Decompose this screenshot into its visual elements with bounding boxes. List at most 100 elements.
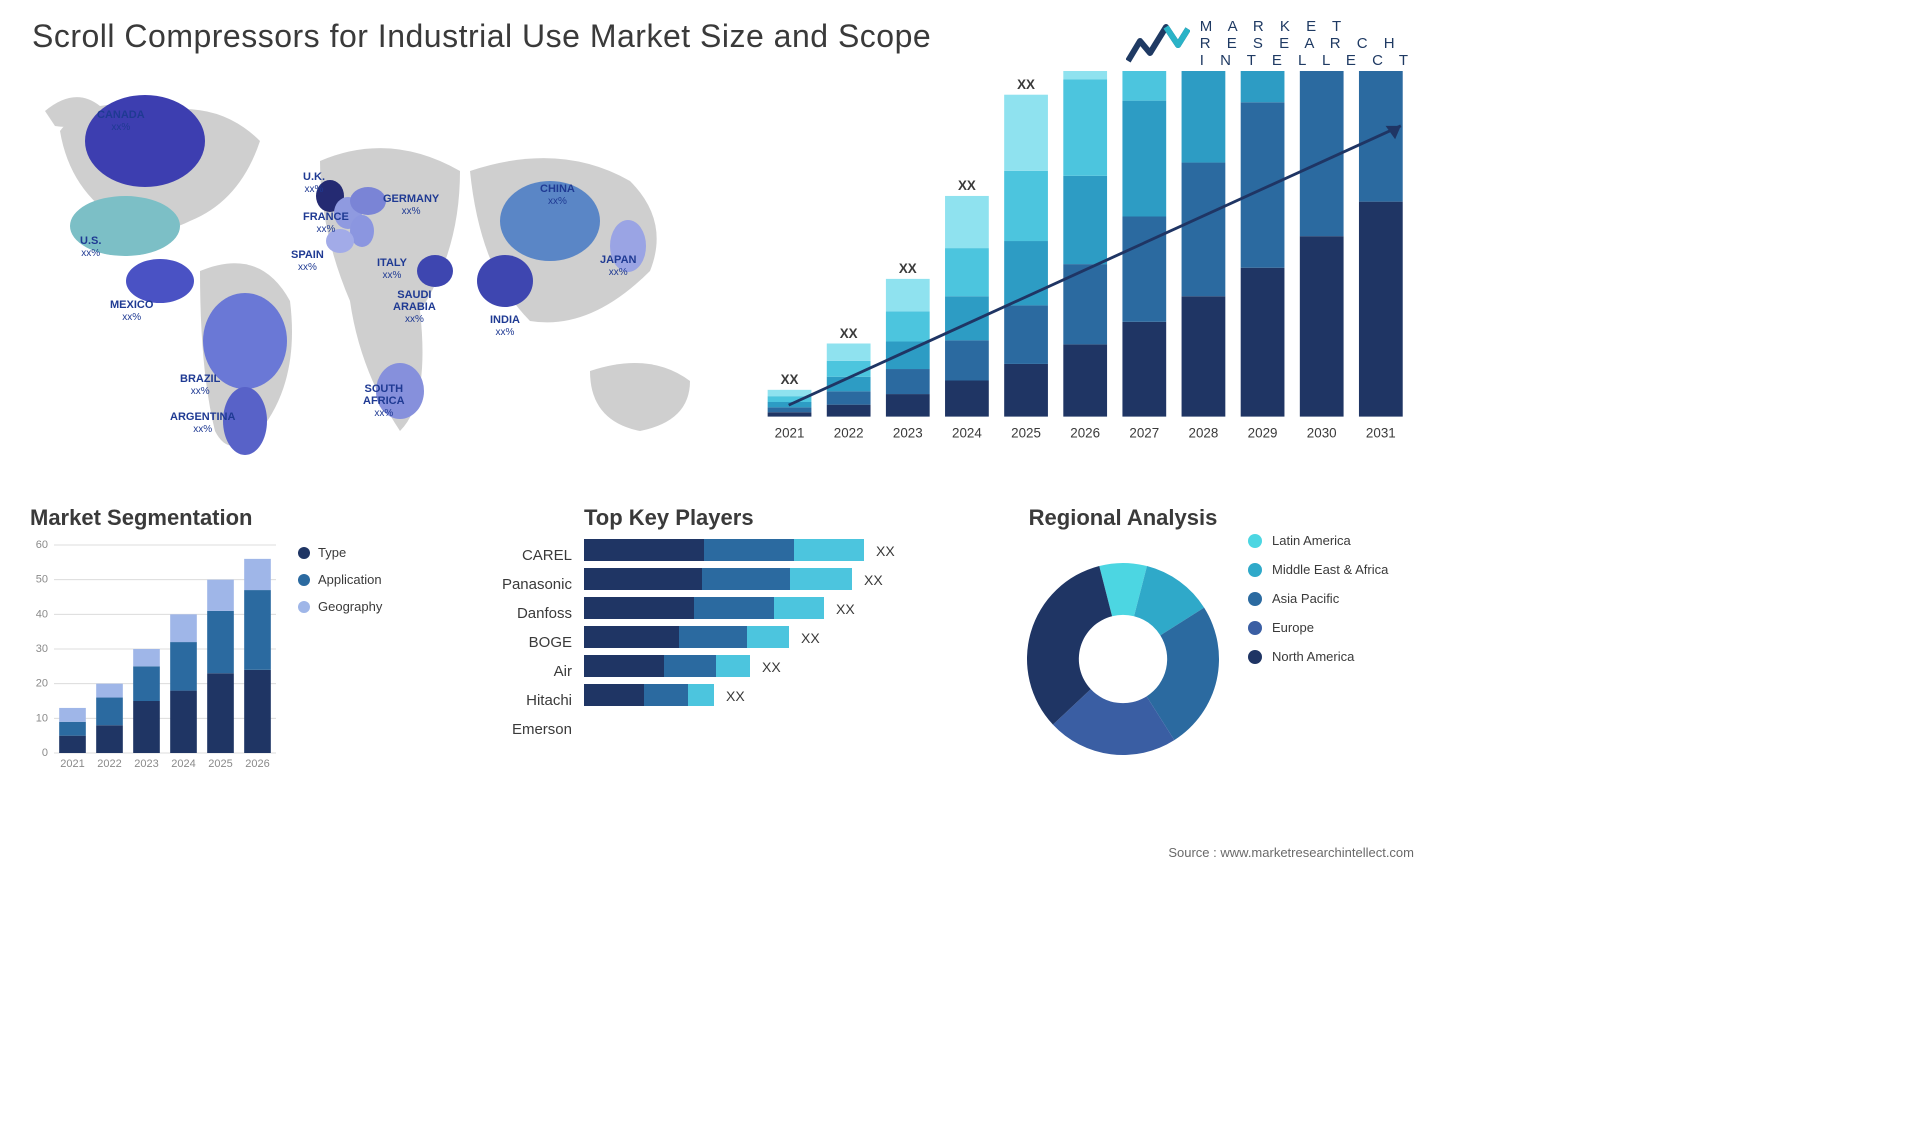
map-label: INDIAxx% <box>490 314 520 339</box>
legend-swatch-icon <box>1248 534 1262 548</box>
map-label: CANADAxx% <box>97 109 145 134</box>
player-name: BOGE <box>454 628 572 657</box>
map-label: MEXICOxx% <box>110 299 153 324</box>
regional-title: Regional Analysis <box>998 505 1248 531</box>
brand-logo: M A R K E T R E S E A R C H I N T E L L … <box>1126 18 1414 69</box>
svg-text:40: 40 <box>36 608 48 620</box>
legend-swatch-icon <box>298 574 310 586</box>
svg-text:2023: 2023 <box>893 426 923 441</box>
legend-item: North America <box>1248 649 1388 664</box>
svg-text:2025: 2025 <box>1011 426 1041 441</box>
legend-label: Europe <box>1272 620 1314 635</box>
svg-text:XX: XX <box>876 543 895 559</box>
svg-text:30: 30 <box>36 643 48 655</box>
map-label: JAPANxx% <box>600 254 636 279</box>
player-name: Emerson <box>454 715 572 744</box>
svg-text:XX: XX <box>1017 77 1035 92</box>
svg-text:XX: XX <box>781 372 799 387</box>
legend-label: Latin America <box>1272 533 1351 548</box>
legend-item: Geography <box>298 599 382 614</box>
legend-swatch-icon <box>298 601 310 613</box>
svg-text:2024: 2024 <box>171 758 195 770</box>
player-name: Hitachi <box>454 686 572 715</box>
svg-text:60: 60 <box>36 539 48 551</box>
svg-text:2024: 2024 <box>952 426 982 441</box>
svg-text:2026: 2026 <box>245 758 269 770</box>
bottom-row: Market Segmentation 01020304050602021202… <box>30 505 1420 805</box>
svg-text:XX: XX <box>840 326 858 341</box>
player-name: CAREL <box>454 541 572 570</box>
legend-swatch-icon <box>1248 650 1262 664</box>
map-label: U.K.xx% <box>303 171 325 196</box>
growth-stacked-bar-chart: XXXXXXXXXXXXXXXXXXXXXX 20212022202320242… <box>760 71 1420 481</box>
source-label: Source : www.marketresearchintellect.com <box>1168 845 1414 860</box>
growth-chart-panel: XXXXXXXXXXXXXXXXXXXXXX 20212022202320242… <box>760 71 1420 481</box>
svg-text:2021: 2021 <box>60 758 84 770</box>
legend-label: Middle East & Africa <box>1272 562 1388 577</box>
segmentation-panel: Market Segmentation 01020304050602021202… <box>30 505 430 805</box>
map-label: U.S.xx% <box>80 235 101 260</box>
map-label: SAUDIARABIAxx% <box>393 289 436 326</box>
player-name: Panasonic <box>454 570 572 599</box>
svg-text:2030: 2030 <box>1307 426 1337 441</box>
regional-donut-chart <box>998 539 1248 769</box>
svg-text:2025: 2025 <box>208 758 232 770</box>
svg-text:2023: 2023 <box>134 758 158 770</box>
legend-swatch-icon <box>1248 592 1262 606</box>
svg-text:2027: 2027 <box>1129 426 1159 441</box>
svg-text:2022: 2022 <box>834 426 864 441</box>
svg-text:2022: 2022 <box>97 758 121 770</box>
svg-text:XX: XX <box>864 572 883 588</box>
map-label: GERMANYxx% <box>383 193 439 218</box>
svg-text:0: 0 <box>42 747 48 759</box>
map-label: SPAINxx% <box>291 249 324 274</box>
legend-label: Application <box>318 572 382 587</box>
legend-item: Europe <box>1248 620 1388 635</box>
legend-label: North America <box>1272 649 1354 664</box>
player-name: Danfoss <box>454 599 572 628</box>
legend-item: Asia Pacific <box>1248 591 1388 606</box>
legend-label: Asia Pacific <box>1272 591 1339 606</box>
map-label: CHINAxx% <box>540 183 575 208</box>
segmentation-title: Market Segmentation <box>30 505 430 531</box>
logo-mark-icon <box>1126 19 1190 69</box>
player-name: Air <box>454 657 572 686</box>
key-players-panel: CARELPanasonicDanfossBOGEAirHitachiEmers… <box>454 505 974 805</box>
top-row: CANADAxx% U.S.xx% MEXICOxx% BRAZILxx% ARGENT… <box>30 71 1420 481</box>
svg-text:XX: XX <box>836 601 855 617</box>
regional-legend: Latin America Middle East & Africa Asia Pa… <box>1248 505 1388 805</box>
svg-text:2028: 2028 <box>1189 426 1219 441</box>
map-label: ARGENTINAxx% <box>170 411 235 436</box>
legend-item: Application <box>298 572 382 587</box>
segmentation-bar-chart: 0102030405060202120222023202420252026 <box>30 539 280 775</box>
key-players-title: Top Key Players <box>584 505 974 531</box>
legend-label: Geography <box>318 599 382 614</box>
legend-label: Type <box>318 545 346 560</box>
svg-text:2031: 2031 <box>1366 426 1396 441</box>
infographic-page: Scroll Compressors for Industrial Use Ma… <box>0 0 1450 866</box>
legend-swatch-icon <box>298 547 310 559</box>
svg-text:XX: XX <box>801 630 820 646</box>
map-label: ITALYxx% <box>377 257 407 282</box>
key-players-list: CARELPanasonicDanfossBOGEAirHitachiEmers… <box>454 505 572 805</box>
key-players-bar-chart: XX XX XX XX XX XX <box>584 539 964 749</box>
svg-text:2029: 2029 <box>1248 426 1278 441</box>
svg-text:2021: 2021 <box>775 426 805 441</box>
map-label: BRAZILxx% <box>180 373 220 398</box>
svg-text:50: 50 <box>36 574 48 586</box>
world-map-panel: CANADAxx% U.S.xx% MEXICOxx% BRAZILxx% ARGENT… <box>30 71 730 471</box>
svg-text:20: 20 <box>36 678 48 690</box>
legend-item: Latin America <box>1248 533 1388 548</box>
legend-swatch-icon <box>1248 621 1262 635</box>
map-label: FRANCExx% <box>303 211 349 236</box>
svg-text:XX: XX <box>899 261 917 276</box>
svg-text:2026: 2026 <box>1070 426 1100 441</box>
map-label: SOUTHAFRICAxx% <box>363 383 405 420</box>
regional-panel: Regional Analysis Latin America Middle Ea… <box>998 505 1420 805</box>
svg-text:XX: XX <box>726 688 745 704</box>
legend-swatch-icon <box>1248 563 1262 577</box>
legend-item: Middle East & Africa <box>1248 562 1388 577</box>
svg-text:XX: XX <box>958 178 976 193</box>
svg-text:XX: XX <box>762 659 781 675</box>
logo-text: M A R K E T R E S E A R C H I N T E L L … <box>1200 18 1414 69</box>
